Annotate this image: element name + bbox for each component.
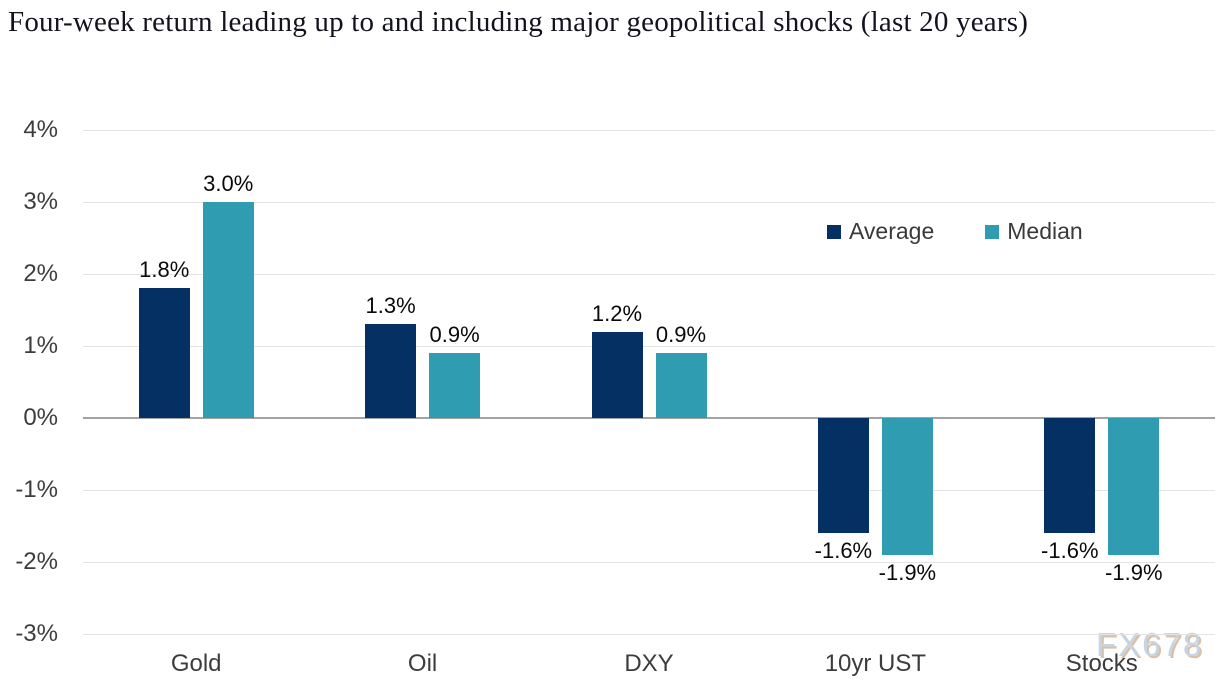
x-axis-label-10yr-ust: 10yr UST (824, 650, 927, 677)
y-axis-tick-2-: 2% (23, 260, 58, 287)
bar-average-10yr-ust (817, 418, 869, 534)
bar-median-dxy (655, 353, 707, 418)
legend-item-median: Median (985, 218, 1083, 245)
legend-item-average: Average (827, 218, 934, 245)
gridline-1- (83, 346, 1215, 347)
bar-average-gold (138, 288, 190, 418)
value-label-average-10yr-ust: -1.6% (814, 538, 873, 564)
value-label-average-dxy: 1.2% (591, 300, 643, 326)
value-label-average-gold: 1.8% (139, 257, 190, 283)
watermark-fx678: FX678 (1096, 626, 1204, 663)
value-label-median-stocks: -1.9% (1105, 559, 1163, 585)
bar-median-stocks (1108, 418, 1160, 555)
gridline-4- (83, 130, 1215, 131)
y-axis-tick--2-: -2% (15, 548, 58, 575)
y-axis-tick--1-: -1% (15, 476, 58, 503)
x-axis-label-stocks: Stocks (1065, 650, 1138, 677)
y-axis-tick-0-: 0% (23, 404, 58, 431)
legend: Average Median (827, 218, 1083, 245)
value-label-median-gold: 3.0% (203, 171, 254, 196)
zero-axis-line (83, 417, 1215, 419)
value-label-average-stocks: -1.6% (1041, 538, 1099, 564)
y-axis-tick-4-: 4% (23, 116, 58, 143)
chart-title: Four-week return leading up to and inclu… (8, 6, 1029, 38)
gridline-2- (83, 274, 1215, 275)
legend-swatch-average-icon (827, 224, 841, 239)
gridline-3- (83, 202, 1215, 203)
value-label-median-dxy: 0.9% (655, 322, 707, 348)
legend-label-average: Average (849, 218, 935, 244)
gridline--3- (83, 634, 1215, 635)
bar-average-stocks (1044, 418, 1096, 534)
y-axis-tick--3-: -3% (15, 620, 58, 647)
gridline--2- (83, 562, 1215, 563)
value-label-median-oil: 0.9% (429, 322, 480, 348)
x-axis-label-gold: Gold (170, 650, 222, 677)
x-axis-label-oil: Oil (407, 650, 438, 677)
value-label-average-oil: 1.3% (365, 293, 416, 319)
bar-median-gold (202, 202, 254, 418)
bar-median-10yr-ust (881, 418, 933, 555)
bar-average-dxy (591, 331, 643, 418)
bar-average-oil (365, 324, 417, 418)
y-axis-tick-3-: 3% (23, 188, 58, 215)
legend-swatch-median-icon (985, 224, 1000, 239)
legend-label-median: Median (1007, 218, 1083, 244)
x-axis-label-dxy: DXY (624, 650, 674, 677)
value-label-median-10yr-ust: -1.9% (878, 559, 937, 585)
bar-median-oil (429, 353, 481, 418)
gridline--1- (83, 490, 1215, 491)
y-axis-tick-1-: 1% (23, 332, 58, 359)
